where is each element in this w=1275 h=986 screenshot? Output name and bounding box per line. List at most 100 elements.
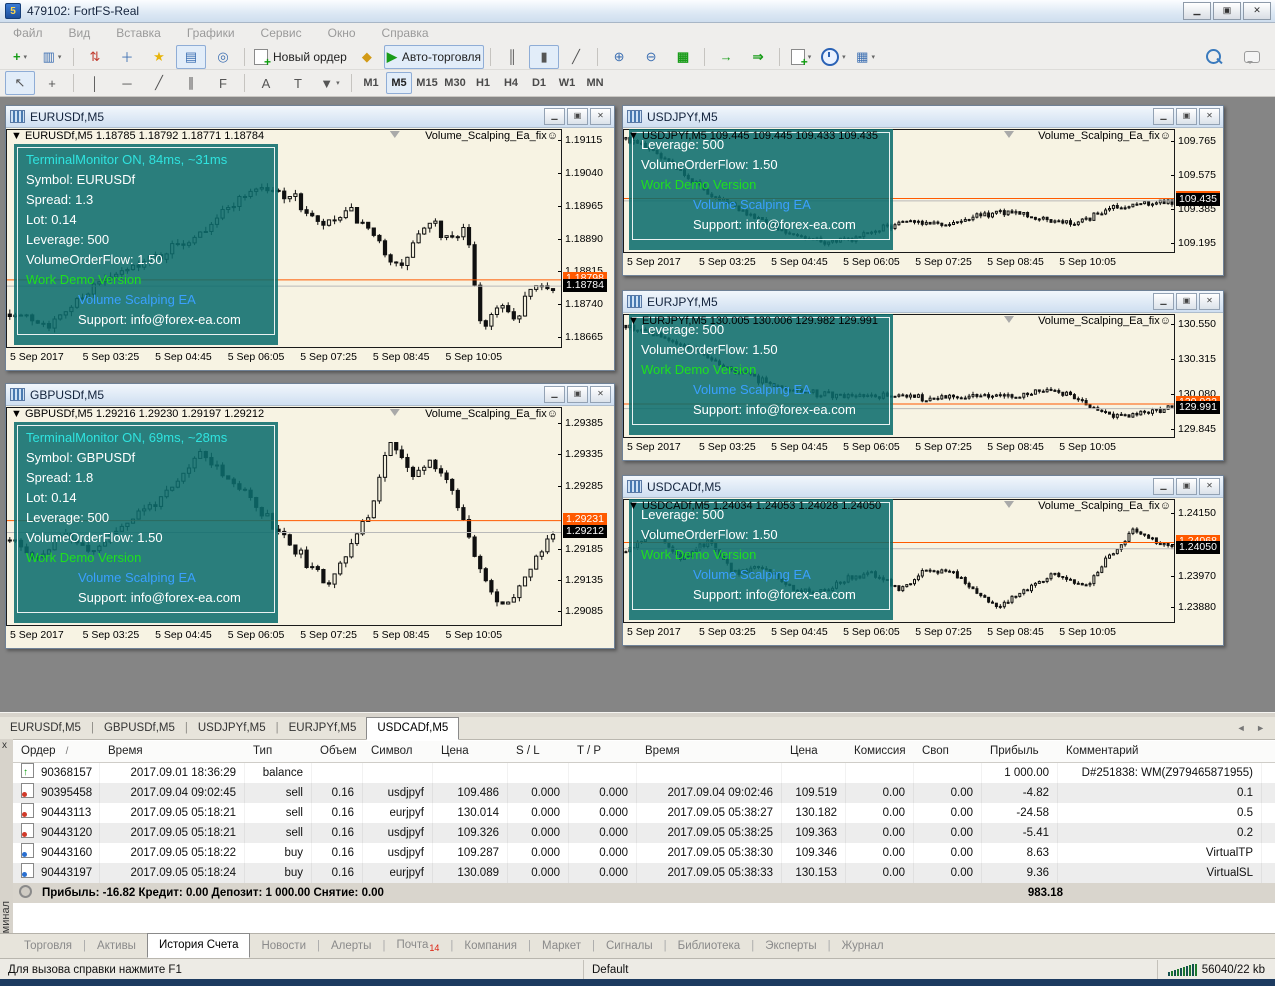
tile-windows-button[interactable]: ▦ — [668, 45, 698, 69]
terminal-tab-Эксперты[interactable]: Эксперты — [765, 940, 817, 952]
bar-chart-button[interactable]: ║ — [497, 45, 527, 69]
terminal-tab-Новости[interactable]: Новости — [261, 940, 306, 952]
chart-window-titlebar[interactable]: GBPUSDf,M5 ▁ ▣ ✕ — [6, 384, 614, 406]
close-button[interactable]: ✕ — [590, 108, 611, 125]
chart-tab-EURUSDf,M5[interactable]: EURUSDf,M5 — [10, 722, 81, 734]
periods-button[interactable]: ▾ — [818, 45, 849, 69]
chat-button[interactable] — [1237, 45, 1267, 69]
minimize-button[interactable]: ▁ — [544, 386, 565, 403]
column-header-tp[interactable]: T / P — [577, 745, 602, 757]
menu-item-Графики[interactable]: Графики — [186, 26, 235, 40]
chart-tab-EURJPYf,M5[interactable]: EURJPYf,M5 — [288, 722, 357, 734]
column-header-time[interactable]: Время — [108, 745, 143, 757]
timeframe-D1-button[interactable]: D1 — [531, 77, 547, 89]
close-button[interactable]: ✕ — [1199, 293, 1220, 310]
panel-splitter[interactable] — [0, 712, 1275, 717]
table-row[interactable]: 90443197 2017.09.05 05:18:24 buy 0.16 eurjpy… — [13, 863, 1275, 883]
column-header-profit[interactable]: Прибыль — [990, 745, 1039, 757]
column-header-commission[interactable]: Комиссия — [854, 745, 906, 757]
minimize-button[interactable]: ▁ — [1153, 293, 1174, 310]
close-button[interactable]: ✕ — [1199, 108, 1220, 125]
terminal-button[interactable]: ▤ — [176, 44, 206, 69]
terminal-tab-Алерты[interactable]: Алерты — [331, 940, 372, 952]
trendline-button[interactable]: ╱ — [144, 71, 174, 95]
auto-trading-button[interactable]: ▶ Авто-торговля — [383, 44, 485, 69]
timeframe-H4-button[interactable]: H4 — [503, 77, 519, 89]
chart-tab-USDJPYf,M5[interactable]: USDJPYf,M5 — [197, 722, 266, 734]
column-header-order[interactable]: Ордер / — [21, 745, 69, 757]
cursor-button[interactable]: ↖ — [5, 71, 35, 95]
chart-shift-button[interactable]: ⇒ — [743, 45, 773, 69]
vertical-line-button[interactable]: │ — [80, 71, 110, 95]
restore-button[interactable]: ▣ — [1176, 293, 1197, 310]
chart-tab-USDCADf,M5[interactable]: USDCADf,M5 — [366, 717, 460, 740]
chart-window-titlebar[interactable]: EURJPYf,M5 ▁ ▣ ✕ — [623, 291, 1223, 313]
menu-item-Окно[interactable]: Окно — [327, 26, 356, 40]
table-row[interactable]: 90443160 2017.09.05 05:18:22 buy 0.16 usdjpy… — [13, 843, 1275, 863]
chart-window-titlebar[interactable]: EURUSDf,M5 ▁ ▣ ✕ — [6, 106, 614, 128]
metaeditor-button[interactable]: ◆ — [352, 45, 382, 69]
column-header-symbol[interactable]: Символ — [371, 745, 413, 757]
close-button[interactable]: ✕ — [1199, 478, 1220, 495]
table-row[interactable]: 90395458 2017.09.04 09:02:45 sell 0.16 usdjp… — [13, 783, 1275, 803]
price-scale[interactable]: 109.765109.575109.385109.195109.448109.4… — [1171, 129, 1223, 251]
menu-item-Сервис[interactable]: Сервис — [260, 26, 302, 40]
timeframe-MN-button[interactable]: MN — [586, 77, 604, 89]
timeframe-H1-button[interactable]: H1 — [475, 77, 491, 89]
crosshair-button[interactable]: + — [37, 71, 67, 95]
minimize-button[interactable]: ▁ — [1153, 478, 1174, 495]
templates-button[interactable]: ▦ ▾ — [851, 45, 881, 69]
search-button[interactable] — [1198, 45, 1228, 69]
column-header-type[interactable]: Тип — [253, 745, 273, 757]
chart-window-titlebar[interactable]: USDJPYf,M5 ▁ ▣ ✕ — [623, 106, 1223, 128]
column-header-volume[interactable]: Объем — [320, 745, 357, 757]
candlestick-chart-button[interactable]: ▮ — [529, 44, 560, 69]
terminal-tab-Торговля[interactable]: Торговля — [24, 940, 73, 952]
text-label-button[interactable]: T — [283, 71, 313, 95]
arrows-button[interactable]: ▼ ▾ — [315, 71, 345, 95]
chart-window-titlebar[interactable]: USDCADf,M5 ▁ ▣ ✕ — [623, 476, 1223, 498]
close-button[interactable]: ✕ — [590, 386, 611, 403]
column-header-comment[interactable]: Комментарий — [1066, 745, 1139, 757]
terminal-tab-Почта[interactable]: Почта14 — [396, 938, 440, 953]
tab-scroll-arrows[interactable]: ◄ ► — [1236, 723, 1269, 733]
minimize-button[interactable]: ▁ — [544, 108, 565, 125]
timeframe-M15-button[interactable]: M15 — [416, 77, 438, 89]
table-row[interactable]: 90443120 2017.09.05 05:18:21 sell 0.16 usdjp… — [13, 823, 1275, 843]
fibonacci-button[interactable]: F — [208, 71, 238, 95]
price-scale[interactable]: 1.241501.240601.239701.238801.240681.240… — [1171, 499, 1223, 621]
restore-button[interactable]: ▣ — [567, 108, 588, 125]
restore-button[interactable]: ▣ — [1176, 108, 1197, 125]
terminal-tab-Журнал[interactable]: Журнал — [841, 940, 884, 952]
terminal-tab-Компания[interactable]: Компания — [464, 940, 518, 952]
column-header-swap[interactable]: Своп — [922, 745, 949, 757]
timeframe-M30-button[interactable]: M30 — [444, 77, 466, 89]
restore-button[interactable]: ▣ — [1213, 2, 1241, 20]
profiles-button[interactable]: ▥ ▾ — [37, 45, 67, 69]
menu-item-Справка[interactable]: Справка — [381, 26, 429, 40]
auto-scroll-button[interactable]: → — [711, 45, 741, 69]
timeframe-M5-button[interactable]: M5 — [386, 72, 412, 94]
close-button[interactable]: ✕ — [1243, 2, 1271, 20]
terminal-tab-История Счета[interactable]: История Счета — [146, 932, 251, 958]
column-header-sl[interactable]: S / L — [516, 745, 540, 757]
terminal-tab-Маркет[interactable]: Маркет — [542, 940, 581, 952]
market-watch-button[interactable]: ⇅ — [80, 45, 110, 69]
line-chart-button[interactable]: ╱ — [561, 45, 591, 69]
terminal-tab-Библиотека[interactable]: Библиотека — [677, 940, 741, 952]
price-scale[interactable]: 130.550130.315130.080129.845130.022129.9… — [1171, 314, 1223, 436]
price-scale[interactable]: 1.29385 1.29335 1.29285 1.29185 1.29135 1.290… — [558, 407, 614, 624]
restore-button[interactable]: ▣ — [567, 386, 588, 403]
minimize-button[interactable]: ▁ — [1183, 2, 1211, 20]
menu-item-Вставка[interactable]: Вставка — [116, 26, 161, 40]
menu-item-Файл[interactable]: Файл — [13, 26, 43, 40]
timeframe-M1-button[interactable]: M1 — [363, 77, 379, 89]
column-header-price2[interactable]: Цена — [790, 745, 818, 757]
restore-button[interactable]: ▣ — [1176, 478, 1197, 495]
navigator-button[interactable]: ★ — [144, 45, 174, 69]
data-window-button[interactable]: ＋ — [112, 45, 142, 69]
equidistant-channel-button[interactable]: ∥ — [176, 71, 206, 95]
status-profile[interactable]: Default — [583, 959, 673, 980]
minimize-button[interactable]: ▁ — [1153, 108, 1174, 125]
